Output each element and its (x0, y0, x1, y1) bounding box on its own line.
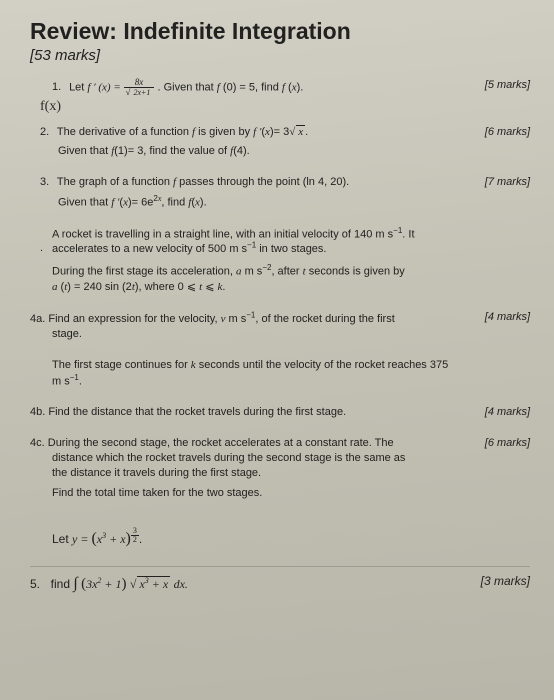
qy-end: . (139, 532, 142, 546)
question-4-intro: A rocket is travelling in a straight lin… (30, 226, 530, 294)
q4c-line1: During the second stage, the rocket acce… (48, 437, 394, 449)
q4c-marks: [6 marks] (485, 436, 530, 451)
q4c-line2: distance which the rocket travels during… (30, 451, 530, 466)
page-title: Review: Indefinite Integration (30, 18, 530, 45)
q4b-label: 4b. (30, 405, 45, 420)
q4k-line2: m s−1. (52, 373, 530, 390)
q4c-line3: the distance it travels during the first… (30, 466, 530, 481)
question-2: 2. The derivative of a function f is giv… (30, 125, 530, 159)
q3-line2: Given that f ′(x)= 6e2x, find f(x). (40, 194, 530, 211)
q4b-text: Find the distance that the rocket travel… (48, 406, 346, 418)
q5-after: dx. (174, 577, 188, 591)
q3-number: 3. (40, 175, 54, 190)
q4a-marks: [4 marks] (485, 310, 530, 325)
bullet-dot: . (40, 241, 43, 256)
q5-number: 5. (30, 576, 44, 592)
q4a-text2: stage. (30, 327, 530, 342)
q2-marks: [6 marks] (485, 125, 530, 140)
question-y: Let y = (x3 + x)32. (30, 527, 530, 550)
q4intro-line4: a (t) = 240 sin (2t), where 0 ⩽ t ⩽ k. (52, 280, 530, 295)
qy-before: Let (52, 532, 72, 546)
q1-radicand: 2x+1 (131, 87, 152, 97)
question-1: 1. Let f ′ (x) = 8x √2x+1 . Given that f… (30, 78, 530, 97)
q4intro-line2: accelerates to a new velocity of 500 m s… (52, 243, 327, 255)
q1-number: 1. (52, 80, 66, 95)
q1-handwritten: f(x) (40, 98, 61, 117)
q3-line1: The graph of a function f passes through… (57, 176, 349, 188)
divider (30, 566, 530, 567)
q1-text-before: Let (69, 81, 87, 93)
q4b-marks: [4 marks] (485, 405, 530, 420)
question-4-k: The first stage continues for k seconds … (30, 358, 530, 389)
q4a-label: 4a. (30, 312, 45, 327)
q1-marks: [5 marks] (485, 78, 530, 93)
qy-exp-den: 2 (131, 536, 139, 544)
question-3: 3. The graph of a function f passes thro… (30, 175, 530, 210)
q2-line2: Given that f(1)= 3, find the value of f(… (40, 144, 530, 159)
qy-base: x3 + x (97, 532, 126, 546)
q5-marks: [3 marks] (481, 573, 530, 589)
q2-number: 2. (40, 125, 54, 140)
q4k-line1: The first stage continues for k seconds … (52, 358, 530, 373)
q2-radicand: x (296, 125, 305, 138)
question-5: 5. find ∫ (3x2 + 1) √x3 + x dx. [3 marks… (30, 573, 530, 595)
q1-frac-den: √2x+1 (124, 88, 155, 97)
q4a-text: Find an expression for the velocity, v m… (48, 313, 394, 325)
q4c-label: 4c. (30, 436, 45, 451)
question-4a: 4a. Find an expression for the velocity,… (30, 310, 530, 341)
question-4b: 4b. Find the distance that the rocket tr… (30, 405, 530, 420)
q3-marks: [7 marks] (485, 175, 530, 190)
q5-before: find (51, 577, 74, 591)
q4c-line4: Find the total time taken for the two st… (30, 486, 530, 501)
q5-radicand: x3 + x (137, 576, 170, 591)
sqrt-icon: √ (130, 577, 137, 591)
q5-close: ) (122, 576, 127, 592)
q1-fraction: 8x √2x+1 (124, 78, 155, 97)
q4intro-line3: During the first stage its acceleration,… (52, 263, 530, 280)
q1-text-after: . Given that f (0) = 5, find f (x). (157, 81, 303, 93)
q1-eq-lhs: f ′ (x) = (87, 81, 123, 93)
integral-icon: ∫ (73, 575, 77, 592)
qy-eq: y = (72, 532, 91, 546)
q5-inside: 3x2 + 1 (86, 577, 121, 591)
q2-line1: The derivative of a function f is given … (57, 126, 308, 138)
question-4c: 4c. During the second stage, the rocket … (30, 436, 530, 501)
qy-exponent: 32 (131, 530, 139, 541)
marks-total: [53 marks] (30, 47, 530, 64)
qy-base-open: ( (91, 530, 96, 547)
